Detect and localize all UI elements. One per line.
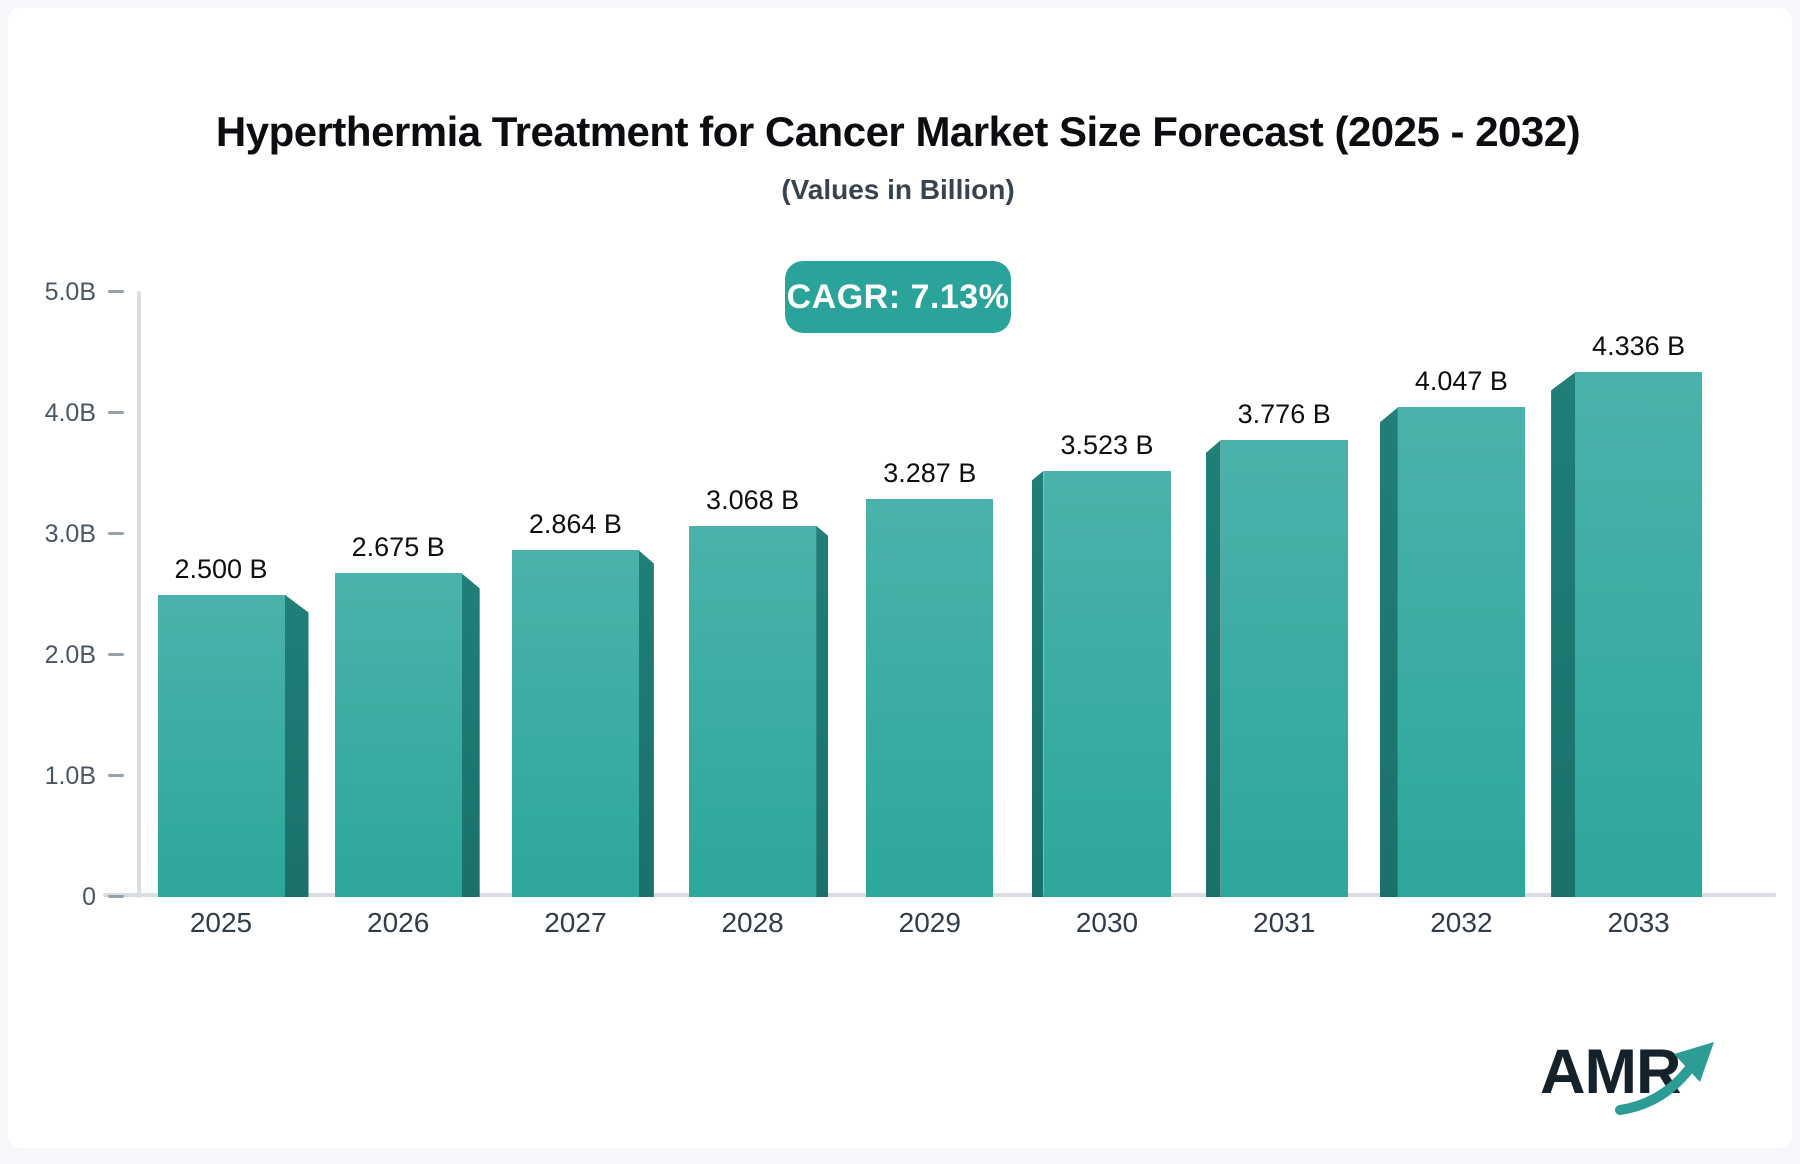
bar-2026 — [334, 573, 462, 897]
x-axis-label-2030: 2030 — [1075, 907, 1139, 938]
y-tick-dash — [108, 290, 124, 293]
bar-side-2032 — [1379, 407, 1398, 897]
x-axis-label-2031: 2031 — [1253, 907, 1316, 938]
y-axis-label: 3.0B — [44, 520, 96, 548]
bar-2025 — [157, 594, 285, 897]
y-tick-dash — [108, 895, 124, 898]
bar-value-label-2030: 3.523 B — [1060, 429, 1154, 460]
y-axis-line — [137, 291, 141, 898]
x-axis-label-2025: 2025 — [189, 907, 253, 938]
y-tick-dash — [108, 774, 124, 777]
amr-logo: AMR — [1540, 1036, 1740, 1126]
bar-side-2033 — [1551, 372, 1576, 897]
x-axis-label-2033: 2033 — [1607, 907, 1670, 938]
bar-value-label-2029: 3.287 B — [883, 458, 977, 489]
chart-subtitle: (Values in Billion) — [781, 174, 1015, 205]
y-tick-dash — [108, 653, 124, 656]
x-axis-label-2028: 2028 — [721, 907, 784, 938]
chart-card: Hyperthermia Treatment for Cancer Market… — [8, 8, 1792, 1148]
bar-side-2031 — [1205, 440, 1221, 897]
y-axis-label: 0 — [82, 883, 96, 911]
bar-2028 — [689, 525, 817, 897]
bar-side-2030 — [1031, 470, 1044, 897]
chart-title: Hyperthermia Treatment for Cancer Market… — [215, 108, 1581, 155]
bar-value-label-2027: 2.864 B — [528, 509, 622, 540]
bar-2030 — [1043, 470, 1171, 897]
bar-2033 — [1575, 372, 1703, 897]
bar-value-label-2028: 3.068 B — [706, 484, 800, 515]
y-axis-label: 4.0B — [44, 399, 96, 427]
x-axis-label-2032: 2032 — [1430, 907, 1493, 938]
bar-value-label-2033: 4.336 B — [1592, 331, 1686, 362]
bar-2027 — [511, 550, 639, 897]
y-tick-dash — [108, 411, 124, 414]
x-axis-label-2027: 2027 — [544, 907, 607, 938]
bar-2031 — [1220, 440, 1348, 897]
cagr-badge: CAGR: 7.13% — [785, 261, 1011, 333]
x-axis-label-2026: 2026 — [367, 907, 430, 938]
y-axis-label: 5.0B — [44, 278, 96, 306]
bar-chart-plot: 0 1.0B 2.0B 3.0B 4.0B 5.0B 2.500 B 2025 2.675 B 2… — [8, 8, 1800, 1164]
cagr-badge-label: CAGR: 7.13% — [786, 277, 1010, 316]
amr-logo-arrow-icon — [1615, 1042, 1714, 1115]
bar-value-label-2031: 3.776 B — [1237, 399, 1331, 430]
y-axis-label: 2.0B — [44, 641, 96, 669]
y-axis-label: 1.0B — [44, 762, 96, 790]
y-tick-dash — [108, 532, 124, 535]
bar-value-label-2025: 2.500 B — [174, 553, 268, 584]
x-axis-label-2029: 2029 — [898, 907, 961, 938]
bar-side-2025 — [284, 594, 309, 897]
bar-2029 — [866, 499, 994, 897]
bar-side-2027 — [638, 550, 654, 897]
bar-value-label-2026: 2.675 B — [351, 532, 445, 563]
bar-2032 — [1397, 407, 1525, 897]
bar-side-2028 — [816, 525, 829, 897]
bar-value-label-2032: 4.047 B — [1414, 366, 1508, 397]
bar-side-2026 — [461, 573, 480, 897]
